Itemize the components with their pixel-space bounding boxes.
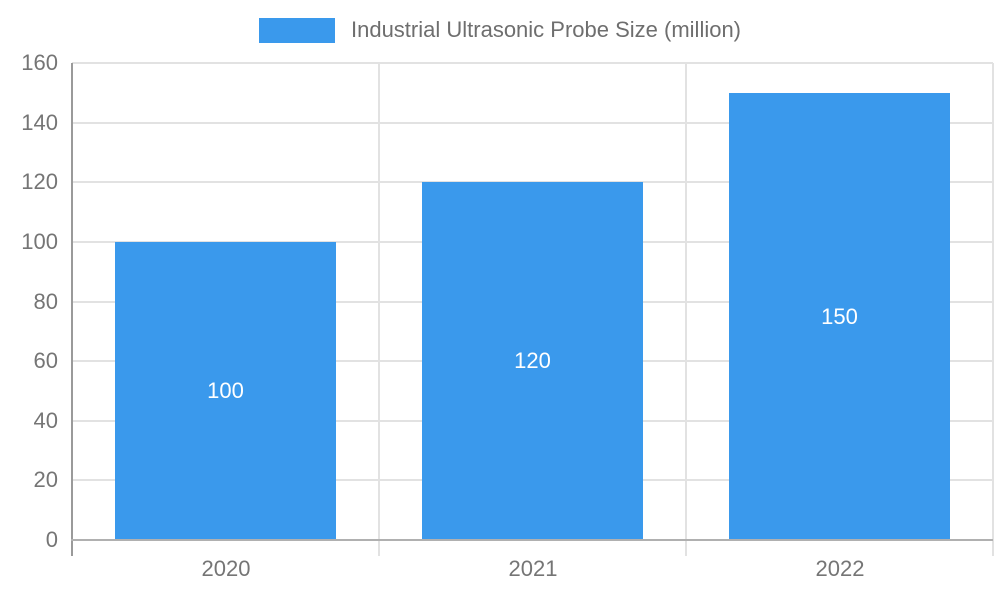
x-axis-line <box>71 539 993 541</box>
y-axis-tick-label: 20 <box>33 467 58 492</box>
legend-swatch <box>258 17 335 43</box>
bar-2021[interactable] <box>422 182 643 539</box>
y-axis-line <box>71 63 73 556</box>
y-axis-tick-label: 120 <box>21 169 58 194</box>
y-axis-tick-label: 100 <box>21 229 58 254</box>
y-axis-tick-label: 60 <box>33 348 58 373</box>
x-axis-category-label: 2020 <box>201 556 251 581</box>
y-axis-tick-label: 80 <box>33 289 58 314</box>
x-axis-tick <box>992 540 994 556</box>
legend-series-label: Industrial Ultrasonic Probe Size (millio… <box>350 17 742 42</box>
bar-2022[interactable] <box>729 93 950 539</box>
bar-2020[interactable] <box>115 242 336 539</box>
x-axis-tick <box>685 540 687 556</box>
y-axis-tick-label: 160 <box>21 50 58 75</box>
y-axis-tick-label: 140 <box>21 110 58 135</box>
bar-value-label: 100 <box>207 378 244 403</box>
gridline-vertical <box>378 63 380 540</box>
x-axis-category-label: 2022 <box>815 556 865 581</box>
x-axis-tick <box>378 540 380 556</box>
gridline-horizontal <box>72 122 993 124</box>
y-axis-tick-label: 0 <box>45 527 58 552</box>
y-axis-tick-label: 40 <box>33 408 58 433</box>
bar-value-label: 120 <box>514 348 551 373</box>
gridline-vertical <box>685 63 687 540</box>
x-axis-category-label: 2021 <box>508 556 558 581</box>
legend[interactable]: Industrial Ultrasonic Probe Size (millio… <box>0 16 1000 44</box>
bar-value-label: 150 <box>821 304 858 329</box>
gridline-horizontal <box>72 62 993 64</box>
gridline-vertical <box>992 63 994 540</box>
